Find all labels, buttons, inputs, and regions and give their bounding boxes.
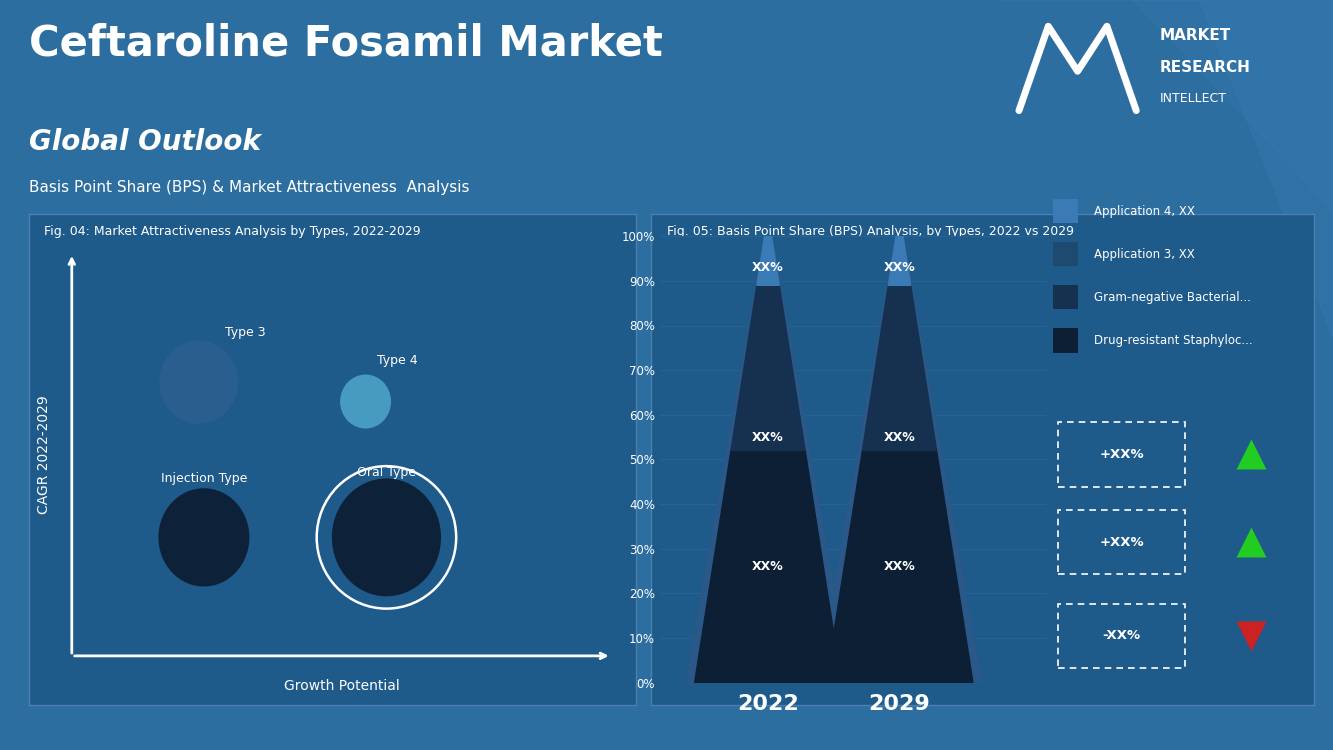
Polygon shape [757, 236, 780, 285]
Text: Type 3: Type 3 [225, 326, 265, 340]
Polygon shape [888, 236, 910, 285]
Bar [1053, 285, 1078, 310]
Polygon shape [826, 451, 973, 682]
Text: Application 3, XX: Application 3, XX [1093, 248, 1194, 261]
Polygon shape [694, 451, 841, 682]
Text: Growth Potential: Growth Potential [284, 679, 400, 693]
Polygon shape [1133, 0, 1333, 210]
Text: +XX%: +XX% [1100, 536, 1144, 548]
Text: Ceftaroline Fosamil Market: Ceftaroline Fosamil Market [29, 22, 664, 64]
Text: Global Outlook: Global Outlook [29, 128, 261, 155]
Ellipse shape [340, 374, 391, 428]
Ellipse shape [159, 340, 239, 424]
Ellipse shape [159, 488, 249, 586]
Bar [1053, 242, 1078, 266]
Text: Oral Type: Oral Type [357, 466, 416, 479]
Polygon shape [730, 285, 805, 451]
Text: XX%: XX% [752, 560, 784, 573]
Polygon shape [685, 236, 850, 682]
Text: RESEARCH: RESEARCH [1160, 60, 1250, 75]
Text: Drug-resistant Staphyloc...: Drug-resistant Staphyloc... [1093, 334, 1252, 347]
Text: Injection Type: Injection Type [161, 472, 247, 485]
Text: -XX%: -XX% [1102, 629, 1141, 642]
Bar [1053, 328, 1078, 352]
Polygon shape [1048, 26, 1106, 71]
Bar [1053, 199, 1078, 223]
Polygon shape [817, 236, 982, 682]
Text: XX%: XX% [752, 430, 784, 443]
Text: Basis Point Share (BPS) & Market Attractiveness  Analysis: Basis Point Share (BPS) & Market Attract… [29, 180, 469, 195]
Text: XX%: XX% [884, 560, 916, 573]
Text: XX%: XX% [884, 261, 916, 274]
Polygon shape [1000, 0, 1333, 338]
Text: INTELLECT: INTELLECT [1160, 92, 1226, 104]
Text: +XX%: +XX% [1100, 448, 1144, 460]
Ellipse shape [332, 478, 441, 596]
Text: CAGR 2022-2029: CAGR 2022-2029 [37, 395, 52, 514]
Text: Application 4, XX: Application 4, XX [1093, 205, 1194, 218]
Text: XX%: XX% [752, 261, 784, 274]
Text: Type 4: Type 4 [376, 354, 417, 367]
Text: XX%: XX% [884, 430, 916, 443]
Text: Gram-negative Bacterial...: Gram-negative Bacterial... [1093, 291, 1250, 304]
Polygon shape [862, 285, 937, 451]
Text: Fig. 04: Market Attractiveness Analysis by Types, 2022-2029: Fig. 04: Market Attractiveness Analysis … [44, 224, 421, 238]
Text: MARKET: MARKET [1160, 28, 1230, 44]
Text: Fig. 05: Basis Point Share (BPS) Analysis, by Types, 2022 vs 2029: Fig. 05: Basis Point Share (BPS) Analysi… [666, 224, 1074, 238]
